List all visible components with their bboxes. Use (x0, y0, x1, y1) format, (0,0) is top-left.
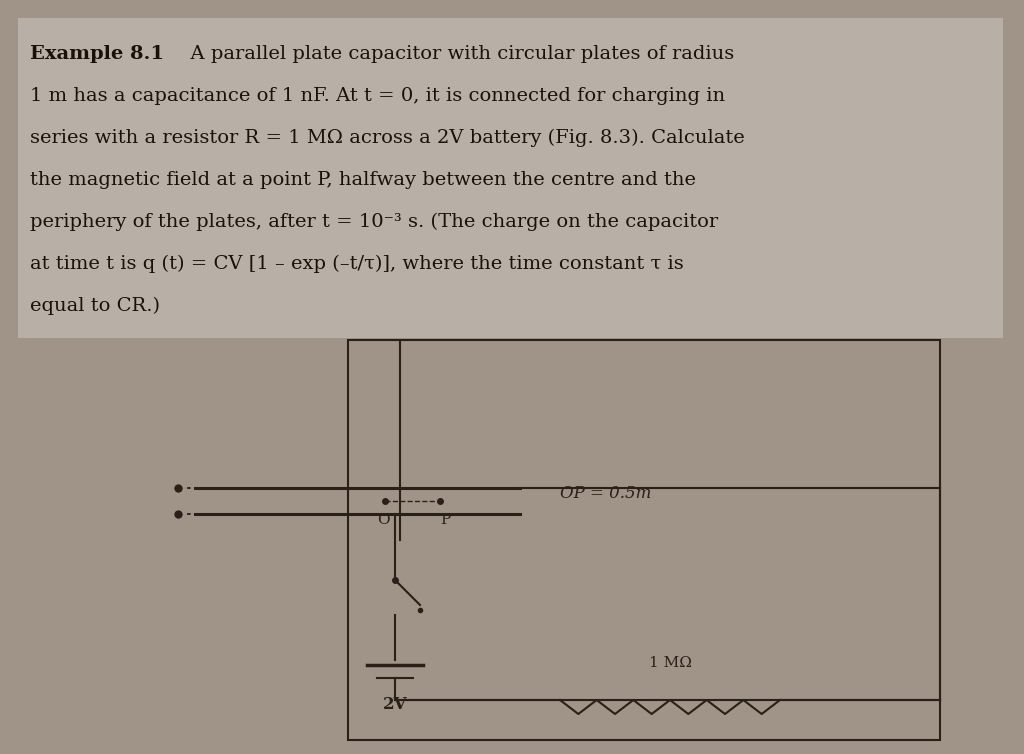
Text: periphery of the plates, after t = 10⁻³ s. (The charge on the capacitor: periphery of the plates, after t = 10⁻³ … (30, 213, 718, 231)
Text: equal to CR.): equal to CR.) (30, 297, 160, 315)
Text: series with a resistor R = 1 MΩ across a 2V battery (Fig. 8.3). Calculate: series with a resistor R = 1 MΩ across a… (30, 129, 744, 147)
Text: OP = 0.5m: OP = 0.5m (560, 485, 651, 501)
Text: 2V: 2V (383, 696, 408, 713)
Bar (18, 18, 1002, 338)
Text: the magnetic field at a point P, halfway between the centre and the: the magnetic field at a point P, halfway… (30, 171, 696, 189)
Text: at time t is q (t) = CV [1 – exp (–t/τ)], where the time constant τ is: at time t is q (t) = CV [1 – exp (–t/τ)]… (30, 255, 684, 273)
Text: P: P (440, 513, 451, 527)
Text: Example 8.1: Example 8.1 (30, 45, 164, 63)
Text: O: O (377, 513, 389, 527)
Text: 1 m has a capacitance of 1 nF. At t = 0, it is connected for charging in: 1 m has a capacitance of 1 nF. At t = 0,… (30, 87, 725, 105)
Bar (348, 340, 940, 740)
Text: A parallel plate capacitor with circular plates of radius: A parallel plate capacitor with circular… (178, 45, 734, 63)
Text: 1 MΩ: 1 MΩ (648, 656, 691, 670)
